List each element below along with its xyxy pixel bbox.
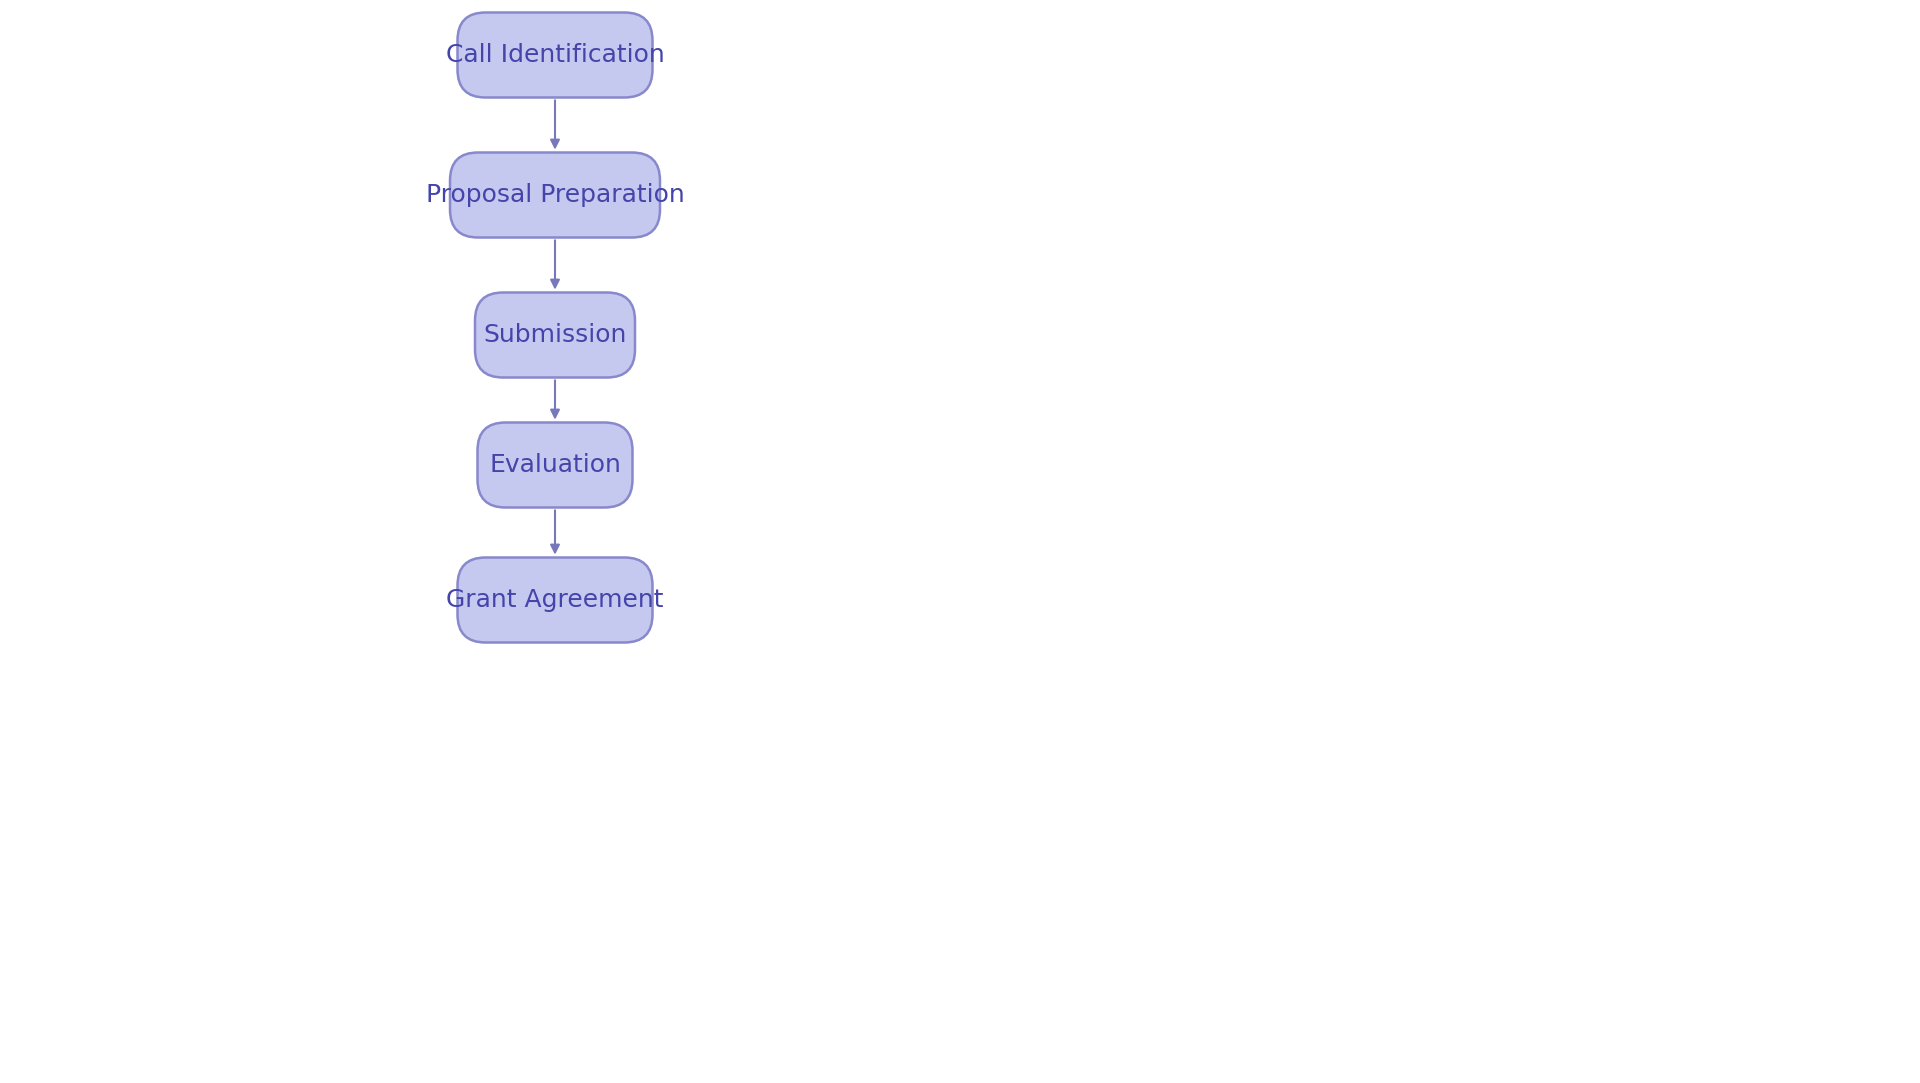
FancyBboxPatch shape <box>474 292 636 378</box>
FancyBboxPatch shape <box>457 13 653 97</box>
Text: Call Identification: Call Identification <box>445 43 664 67</box>
FancyBboxPatch shape <box>478 422 632 508</box>
Text: Submission: Submission <box>484 323 626 347</box>
Text: Evaluation: Evaluation <box>490 453 620 477</box>
FancyBboxPatch shape <box>457 558 653 642</box>
FancyBboxPatch shape <box>449 153 660 237</box>
Text: Grant Agreement: Grant Agreement <box>445 588 664 612</box>
Text: Proposal Preparation: Proposal Preparation <box>426 183 684 207</box>
